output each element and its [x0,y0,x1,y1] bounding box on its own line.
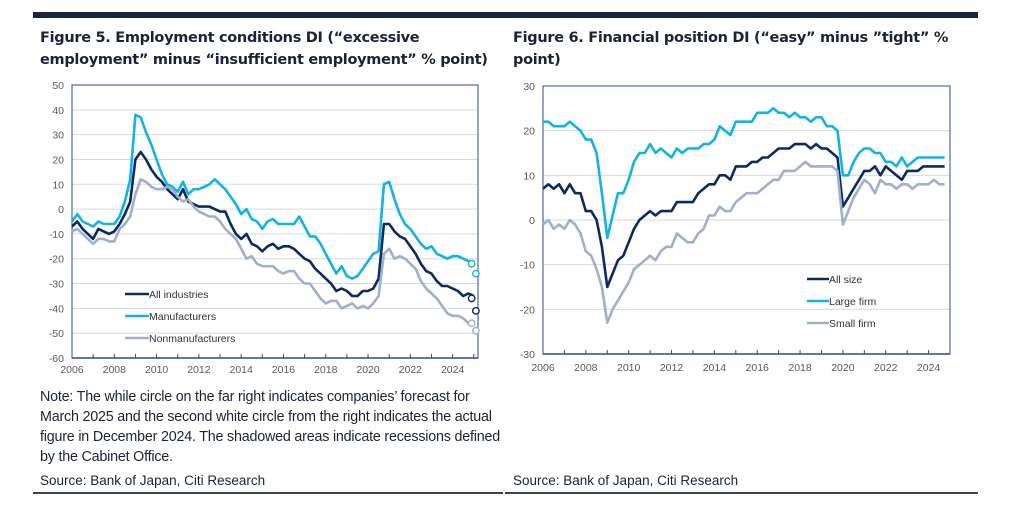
fig5-marker-small [467,319,476,328]
fig5-marker-all [471,306,480,315]
fig6-x-tick-label: 2006 [531,362,555,374]
fig5-x-tick-label: 2012 [187,364,211,376]
top-rule [33,12,978,18]
fig5-y-tick-label: 30 [52,130,64,142]
fig5-series-all [71,150,475,298]
fig6-legend-label-all: All size [829,274,862,286]
fig5-note: Note: The while circle on the far right … [40,389,501,465]
fig5-bottom-rule [33,492,503,494]
fig5-x-tick-label: 2024 [441,364,465,376]
fig5-legend-label-all: All industries [149,289,209,301]
fig5-x-tick-label: 2008 [103,364,127,376]
fig5-x-tick-label: 2014 [229,364,253,376]
fig6-source: Source: Bank of Japan, Citi Research [513,473,739,488]
fig6-x-tick-label: 2008 [574,362,598,374]
fig5-x-tick-label: 2020 [356,364,380,376]
fig5-x-tick-label: 2006 [60,364,84,376]
fig6-title-line2: point) [513,52,561,68]
fig6-legend-label-large: Large firm [829,296,877,308]
fig5-y-tick-label: -50 [49,328,64,340]
fig5-x-tick-label: 2022 [399,364,423,376]
fig5-y-tick-label: 50 [52,80,64,92]
fig6-series-large [543,107,945,240]
fig5-y-tick-label: -10 [49,229,64,241]
fig5-x-tick-label: 2016 [272,364,296,376]
fig6-y-tick-label: -30 [520,349,535,361]
fig6-y-tick-label: -10 [520,260,535,272]
fig5-source: Source: Bank of Japan, Citi Research [40,473,266,488]
fig6-bottom-rule [505,492,978,494]
fig6-series-all [542,142,945,289]
fig6-x-tick-label: 2018 [788,362,812,374]
fig5-marker-large [467,259,476,268]
fig6-x-tick-label: 2010 [617,362,641,374]
fig5-y-tick-label: 10 [52,179,64,191]
fig5-series-small [71,178,474,325]
fig6-x-tick-label: 2014 [703,362,727,374]
fig5-series-large [70,113,474,280]
fig5-marker-small [471,326,480,335]
fig5-legend-label-small: Nonmanufacturers [149,333,235,345]
fig5-title: Figure 5. Employment conditions DI (“exc… [40,27,488,71]
fig6-y-tick-label: 10 [523,170,535,182]
fig5-y-tick-label: -20 [49,254,64,266]
fig6-x-tick-label: 2016 [746,362,770,374]
fig5-title-line2: employment” minus “insufficient employme… [40,52,488,68]
fig5-marker-large [471,269,480,278]
fig5-title-line1: Figure 5. Employment conditions DI (“exc… [40,30,420,46]
fig6-x-tick-label: 2020 [831,362,855,374]
fig5-y-tick-label: -30 [49,279,64,291]
fig5-y-tick-label: 40 [52,105,64,117]
fig6-y-tick-label: 30 [523,81,535,93]
fig6-series-small [542,160,945,325]
fig5-y-tick-label: 0 [58,204,64,216]
fig5-x-tick-label: 2018 [314,364,338,376]
fig6-x-tick-label: 2022 [874,362,898,374]
fig5-y-tick-label: -60 [49,353,64,365]
fig6-title: Figure 6. Financial position DI (“easy” … [513,27,948,71]
fig6-legend-label-small: Small firm [829,318,876,330]
fig5-y-tick-label: 20 [52,154,64,166]
fig5-x-tick-label: 2010 [145,364,169,376]
fig5-marker-all [467,294,476,303]
fig6-x-tick-label: 2012 [660,362,684,374]
fig5-y-tick-label: -40 [49,303,64,315]
fig6-y-tick-label: 20 [523,126,535,138]
fig6-y-tick-label: -20 [520,304,535,316]
fig6-y-tick-label: 0 [529,215,535,227]
fig6-x-tick-label: 2024 [917,362,941,374]
fig6-title-line1: Figure 6. Financial position DI (“easy” … [513,30,949,46]
fig5-legend-label-large: Manufacturers [149,311,216,323]
